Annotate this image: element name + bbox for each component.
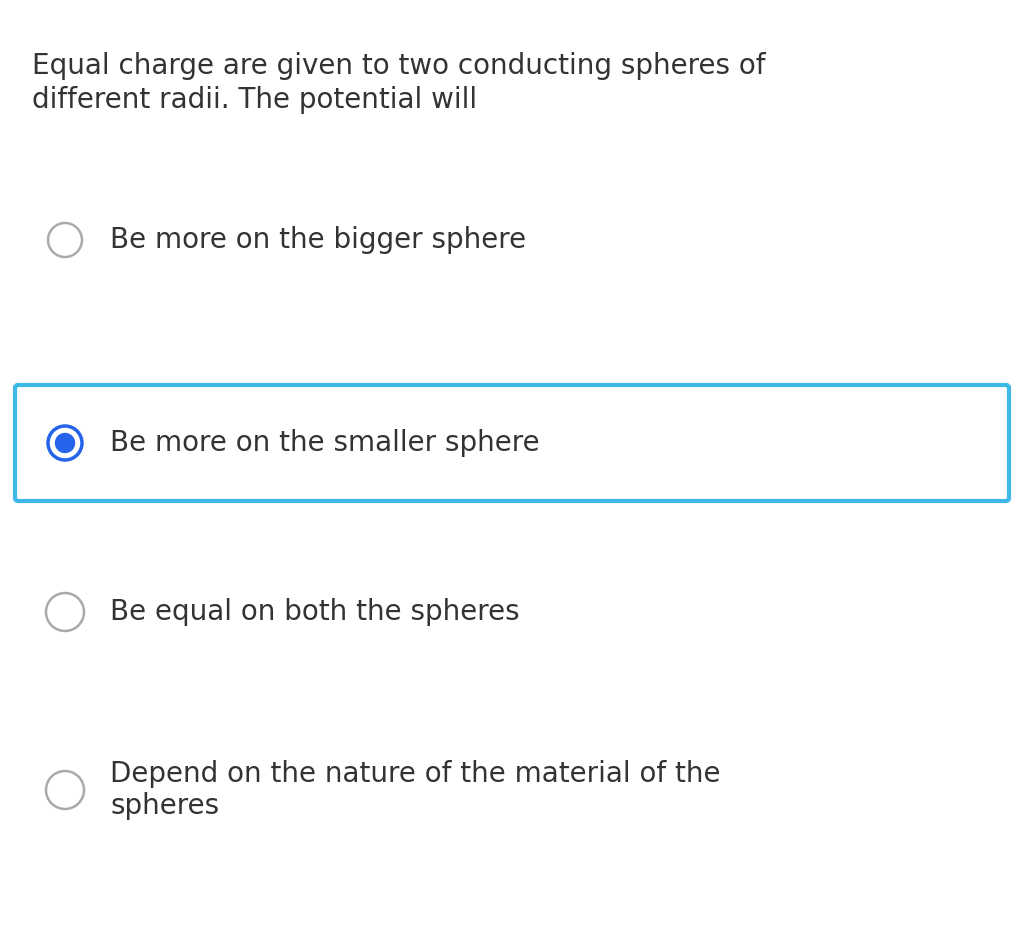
Text: Be more on the bigger sphere: Be more on the bigger sphere <box>110 226 526 254</box>
Circle shape <box>55 433 75 454</box>
Text: Equal charge are given to two conducting spheres of: Equal charge are given to two conducting… <box>32 52 766 80</box>
Text: different radii. The potential will: different radii. The potential will <box>32 86 477 114</box>
Text: spheres: spheres <box>110 792 219 820</box>
Circle shape <box>48 426 82 460</box>
Circle shape <box>46 771 84 809</box>
FancyBboxPatch shape <box>15 385 1009 501</box>
Circle shape <box>46 593 84 631</box>
Text: Be more on the smaller sphere: Be more on the smaller sphere <box>110 429 540 457</box>
Circle shape <box>48 223 82 257</box>
Text: Depend on the nature of the material of the: Depend on the nature of the material of … <box>110 760 721 788</box>
Text: Be equal on both the spheres: Be equal on both the spheres <box>110 598 519 626</box>
